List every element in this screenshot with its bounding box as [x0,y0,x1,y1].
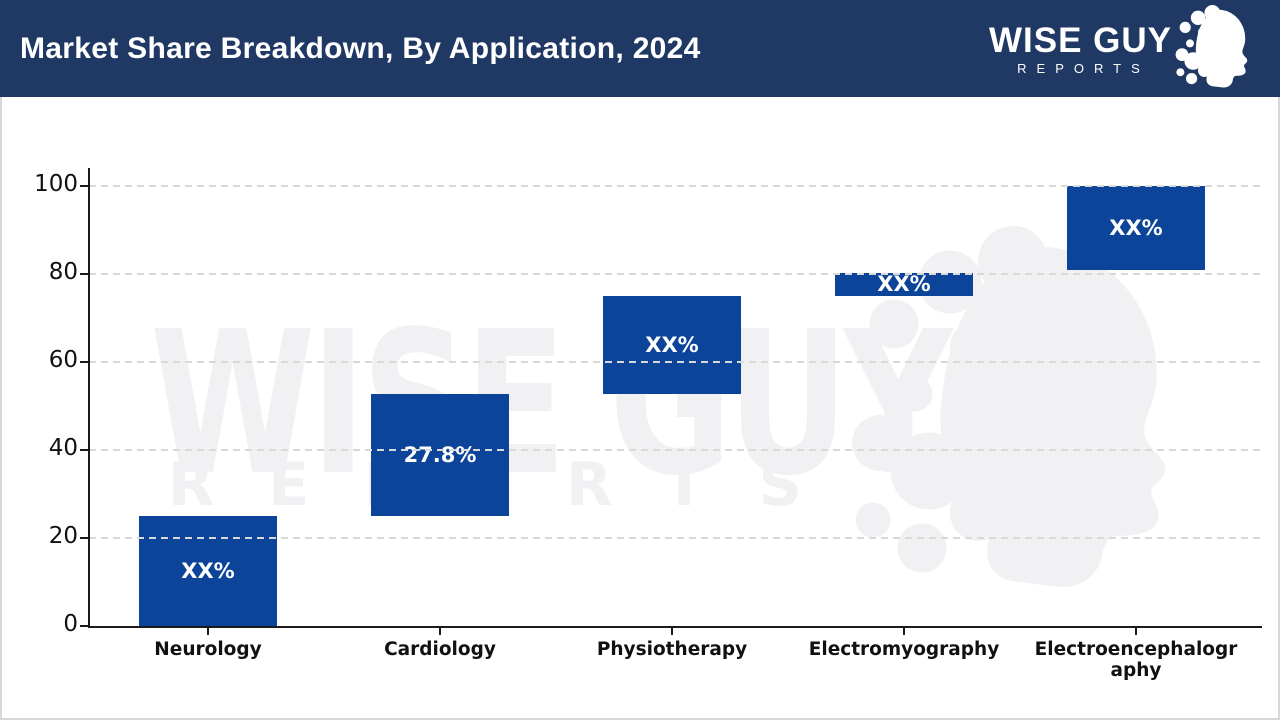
brand-subname: REPORTS [1017,60,1150,76]
x-axis-label-electromyography: Electromyography [808,639,1000,660]
chart-title: Market Share Breakdown, By Application, … [20,31,701,65]
bar-value-label-cardiology: 27.8% [403,442,477,467]
x-axis-tick [207,628,209,635]
x-axis-tick [671,628,673,635]
y-axis-tick-label: 80 [48,259,78,285]
page-border [0,718,1280,720]
page-border [1278,97,1280,720]
bar-neurology: XX% [139,516,277,626]
gridline-40 [89,449,1262,451]
x-axis-label-neurology: Neurology [154,639,262,660]
y-axis-tick [80,273,88,275]
bar-value-label-neurology: XX% [181,559,235,583]
gridline-100 [89,185,1262,187]
y-axis-tick-label: 60 [48,347,78,373]
x-axis-label-electroencephalography: Electroencephalography [1034,639,1238,682]
bar-value-label-electroencephalography: XX% [1109,215,1163,240]
brand-head-icon [1174,5,1254,93]
y-axis-tick-label: 20 [48,523,78,549]
brand-name: WISE GUY [988,20,1172,60]
bar-cardiology: 27.8% [371,393,509,516]
y-axis-tick-label: 40 [48,435,78,461]
page-border [0,97,2,720]
x-axis-label-cardiology: Cardiology [384,639,496,660]
y-axis-tick [80,185,88,187]
x-axis-line [88,626,1262,628]
gridline-20 [89,537,1262,539]
watermark-subtext: REPORTS [168,450,856,520]
y-axis-tick [80,449,88,451]
bar-physiotherapy: XX% [603,296,741,394]
y-axis-tick [80,361,88,363]
y-axis-tick-label: 100 [34,171,78,197]
brand-logo: WISE GUY REPORTS [989,5,1254,93]
x-axis-tick [903,628,905,635]
gridline-80 [89,273,1262,275]
y-axis-tick [80,537,88,539]
x-axis-label-physiotherapy: Physiotherapy [596,639,748,660]
header-bar: Market Share Breakdown, By Application, … [0,0,1280,97]
watermark-text: WISE GUY [150,290,953,520]
y-axis-line [88,168,90,628]
bar-value-label-electromyography: XX% [877,272,931,297]
x-axis-tick [1135,628,1137,635]
y-axis-tick [80,625,88,627]
x-axis-tick [439,628,441,635]
bar-electroencephalography: XX% [1067,186,1205,270]
bar-value-label-physiotherapy: XX% [645,332,699,357]
bar-electromyography: XX% [835,272,973,297]
y-axis-tick-label: 0 [63,611,78,637]
gridline-60 [89,361,1262,363]
